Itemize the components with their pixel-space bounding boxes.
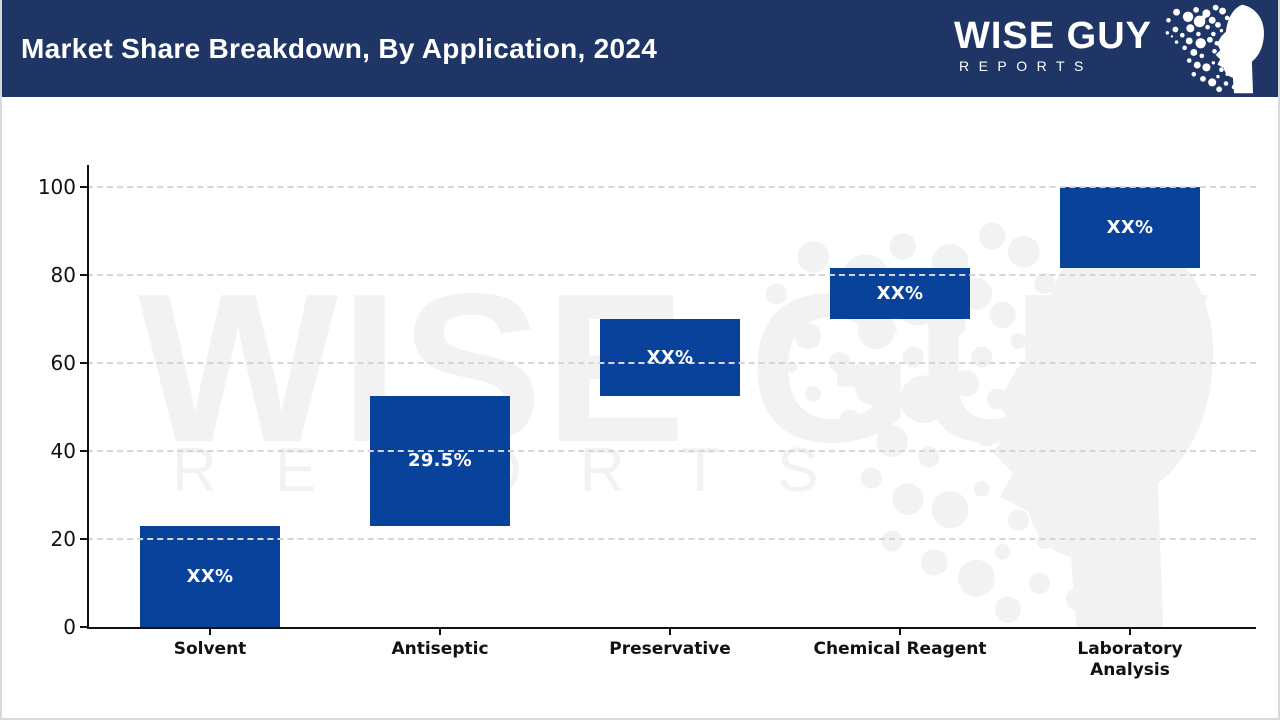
x-axis-tick xyxy=(899,627,901,635)
bar-value-label: XX% xyxy=(876,283,924,305)
gridline xyxy=(87,450,1256,452)
category-label-laboratory-analysis: Laboratory Analysis xyxy=(1077,639,1183,680)
y-axis-tick xyxy=(80,274,88,276)
bar-value-label: 29.5% xyxy=(408,450,472,472)
bar-segment-chemical-reagent xyxy=(830,268,970,319)
gridline xyxy=(87,362,1256,364)
y-tick-label: 100 xyxy=(37,175,76,199)
watermark-face-icon xyxy=(763,222,1214,629)
gridline xyxy=(87,274,1256,276)
category-label-antiseptic: Antiseptic xyxy=(391,639,489,659)
y-tick-label: 60 xyxy=(50,351,76,375)
category-label-chemical-reagent: Chemical Reagent xyxy=(813,639,987,659)
y-axis-tick xyxy=(80,450,88,452)
bar-segment-antiseptic xyxy=(370,396,510,526)
x-axis-tick xyxy=(209,627,211,635)
bar-value-label: XX% xyxy=(1106,217,1154,239)
chart-area: 0 20 40 60 80 100 XX% Solvent 29.5% Antiseptic XX%… xyxy=(0,97,1280,720)
brand-name-bottom: REPORTS xyxy=(958,58,1093,74)
bar-segment-laboratory-analysis xyxy=(1060,187,1200,269)
bar-segment-solvent xyxy=(140,525,280,627)
x-axis-tick xyxy=(1129,627,1131,635)
category-label-solvent: Solvent xyxy=(173,639,247,659)
gridline xyxy=(87,186,1256,188)
y-tick-label: 20 xyxy=(50,527,76,551)
x-axis-tick xyxy=(439,627,441,635)
x-axis xyxy=(87,627,1256,629)
y-tick-label: 80 xyxy=(50,263,76,287)
page-title: Market Share Breakdown, By Application, … xyxy=(21,32,658,64)
y-axis-tick xyxy=(80,186,88,188)
brand-logo: WISE GUY REPORTS xyxy=(954,17,1152,73)
bar-value-label: XX% xyxy=(186,565,234,587)
x-axis-tick xyxy=(669,627,671,635)
bar-value-label: XX% xyxy=(646,347,694,368)
y-axis-tick xyxy=(80,538,88,540)
y-tick-label: 0 xyxy=(63,615,76,639)
y-axis-tick xyxy=(80,362,88,364)
bar-segment-preservative xyxy=(600,319,740,396)
y-tick-label: 40 xyxy=(50,439,76,463)
category-label-preservative: Preservative xyxy=(609,639,731,659)
y-axis xyxy=(87,165,89,629)
wiseguy-face-icon xyxy=(1165,4,1264,94)
gridline xyxy=(87,538,1256,540)
y-axis-tick xyxy=(80,626,88,628)
header: Market Share Breakdown, By Application, … xyxy=(0,0,1280,97)
brand-name-top: WISE GUY xyxy=(953,15,1152,57)
